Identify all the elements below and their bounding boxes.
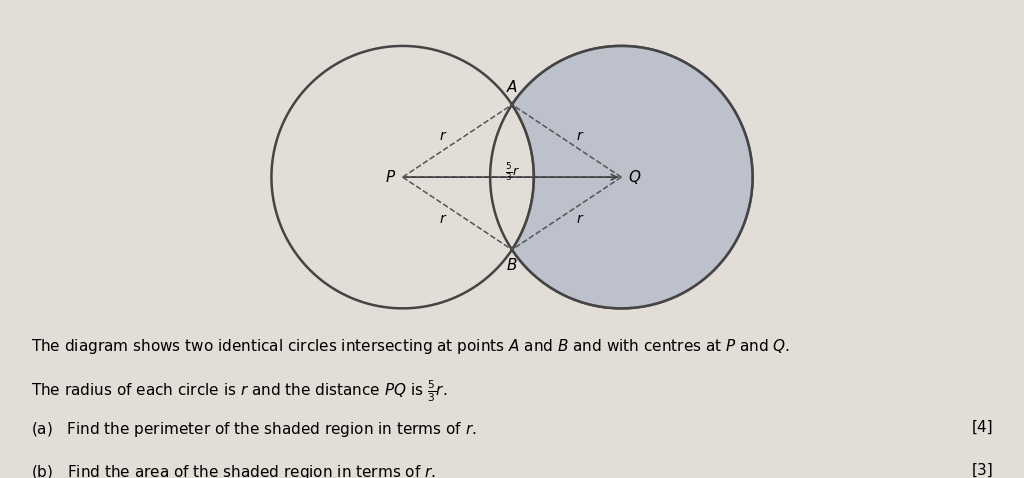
Text: $\frac{5}{3}r$: $\frac{5}{3}r$ [505,161,519,183]
Text: $Q$: $Q$ [628,168,641,186]
Text: $r$: $r$ [575,212,584,226]
Text: $A$: $A$ [506,79,518,95]
Text: (a)   Find the perimeter of the shaded region in terms of $r$.: (a) Find the perimeter of the shaded reg… [31,420,476,439]
Polygon shape [512,46,753,308]
Text: $P$: $P$ [385,169,396,185]
Text: $r$: $r$ [438,129,447,142]
Text: [4]: [4] [972,420,993,435]
Text: $r$: $r$ [438,212,447,226]
Text: The radius of each circle is $r$ and the distance $PQ$ is $\frac{5}{3}r$.: The radius of each circle is $r$ and the… [31,379,447,404]
Text: $B$: $B$ [506,257,518,273]
Text: [3]: [3] [972,463,993,478]
Text: (b)   Find the area of the shaded region in terms of $r$.: (b) Find the area of the shaded region i… [31,463,435,478]
Text: $r$: $r$ [575,129,584,142]
Text: The diagram shows two identical circles intersecting at points $A$ and $B$ and w: The diagram shows two identical circles … [31,337,790,356]
